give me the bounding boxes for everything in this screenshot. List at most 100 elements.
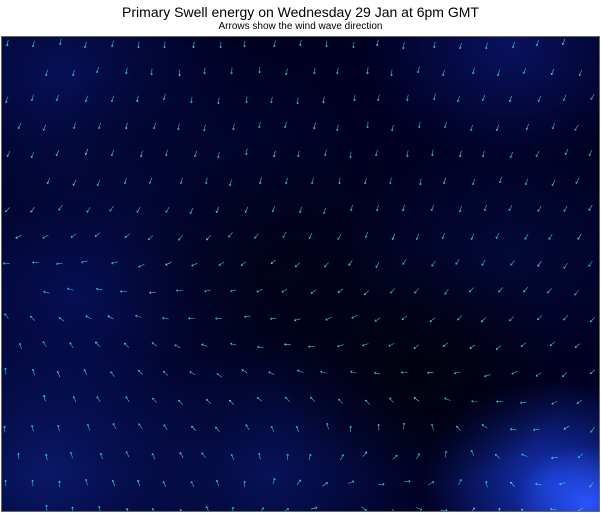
wind-wave-arrow: ↑ <box>561 422 573 432</box>
wind-wave-arrow: ↑ <box>494 67 502 79</box>
wind-wave-arrow: ↑ <box>238 258 250 269</box>
wind-wave-arrow: ↑ <box>548 505 560 512</box>
wind-wave-arrow: ↑ <box>441 285 452 297</box>
wind-wave-arrow: ↑ <box>507 479 519 491</box>
swell-map-container: Primary Swell energy on Wednesday 29 Jan… <box>0 0 601 513</box>
wind-wave-arrow: ↑ <box>121 230 133 241</box>
wind-wave-arrow: ↑ <box>160 315 172 322</box>
wind-wave-arrow: ↑ <box>199 341 211 350</box>
wind-wave-arrow: ↑ <box>468 231 477 243</box>
wind-wave-arrow: ↑ <box>401 478 412 484</box>
wind-wave-arrow: ↑ <box>56 202 67 214</box>
wind-wave-arrow: ↑ <box>186 315 198 322</box>
wind-wave-arrow: ↑ <box>106 202 117 214</box>
wind-wave-arrow: ↑ <box>242 313 254 320</box>
wind-wave-arrow: ↑ <box>147 174 156 186</box>
wind-wave-arrow: ↑ <box>571 340 583 351</box>
wind-wave-arrow: ↑ <box>562 146 572 158</box>
wind-wave-arrow: ↑ <box>479 91 488 103</box>
wind-wave-arrow: ↑ <box>452 368 464 376</box>
wind-wave-arrow: ↑ <box>373 258 383 270</box>
wind-wave-arrows-layer: ↑ ↑ ↑ ↑ ↑ ↑ ↑ ↑ ↑ ↑ ↑ ↑ ↑ ↑ ↑ ↑ ↑ ↑ ↑ ↑ ↑ ↑ ↑ ↑ ↑ ↑ ↑ ↑ ↑ ↑ ↑ ↑ ↑ ↑ ↑ ↑ ↑ ↑ ↑ ↑… <box>2 37 599 511</box>
wind-wave-arrow: ↑ <box>78 258 90 266</box>
wind-wave-arrow: ↑ <box>161 39 168 51</box>
wind-wave-arrow: ↑ <box>109 92 117 104</box>
wind-wave-arrow: ↑ <box>271 38 279 50</box>
wind-wave-arrow: ↑ <box>345 478 357 487</box>
wind-wave-arrow: ↑ <box>376 421 382 432</box>
wind-wave-arrow: ↑ <box>213 203 223 215</box>
wind-wave-arrow: ↑ <box>334 121 341 133</box>
wind-wave-arrow: ↑ <box>453 422 464 434</box>
wind-wave-arrow: ↑ <box>431 91 439 103</box>
wind-wave-arrow: ↑ <box>66 340 77 352</box>
wind-wave-arrow: ↑ <box>172 341 184 351</box>
wind-wave-arrow: ↑ <box>358 503 370 512</box>
wind-wave-arrow: ↑ <box>308 175 316 187</box>
wind-wave-arrow: ↑ <box>373 37 381 49</box>
wind-wave-arrow: ↑ <box>203 503 212 512</box>
wind-wave-arrow: ↑ <box>228 341 240 349</box>
wind-wave-arrow: ↑ <box>215 149 223 161</box>
wind-wave-arrow: ↑ <box>576 66 585 78</box>
wind-wave-arrow: ↑ <box>361 287 373 299</box>
wind-wave-arrow: ↑ <box>151 119 159 131</box>
wind-wave-arrow: ↑ <box>438 507 450 512</box>
wind-wave-arrow: ↑ <box>372 369 384 377</box>
wind-wave-arrow: ↑ <box>148 66 154 77</box>
wind-wave-arrow: ↑ <box>134 477 142 489</box>
wind-wave-arrow: ↑ <box>254 394 266 405</box>
wind-wave-arrow: ↑ <box>124 64 131 76</box>
wind-wave-arrow: ↑ <box>348 424 354 435</box>
wind-wave-arrow: ↑ <box>149 339 161 350</box>
wind-wave-arrow: ↑ <box>94 394 104 406</box>
wind-wave-arrow: ↑ <box>574 230 584 242</box>
wind-wave-arrow: ↑ <box>399 312 411 323</box>
wind-wave-arrow: ↑ <box>508 425 520 432</box>
map-subtitle: Arrows show the wind wave direction <box>0 21 601 32</box>
wind-wave-arrow: ↑ <box>243 94 250 106</box>
wind-wave-arrow: ↑ <box>560 312 571 324</box>
map-area: ↑ ↑ ↑ ↑ ↑ ↑ ↑ ↑ ↑ ↑ ↑ ↑ ↑ ↑ ↑ ↑ ↑ ↑ ↑ ↑ ↑ ↑ ↑ ↑ ↑ ↑ ↑ ↑ ↑ ↑ ↑ ↑ ↑ ↑ ↑ ↑ ↑ ↑ ↑ ↑… <box>1 36 600 512</box>
wind-wave-arrow: ↑ <box>311 65 318 77</box>
wind-wave-arrow: ↑ <box>389 451 401 462</box>
wind-wave-arrow: ↑ <box>533 148 543 160</box>
wind-wave-arrow: ↑ <box>496 506 503 512</box>
wind-wave-arrow: ↑ <box>27 313 39 325</box>
wind-wave-arrow: ↑ <box>227 176 235 188</box>
wind-wave-arrow: ↑ <box>399 256 410 268</box>
wind-wave-arrow: ↑ <box>216 258 228 269</box>
wind-wave-arrow: ↑ <box>522 231 532 243</box>
wind-wave-arrow: ↑ <box>548 453 560 461</box>
map-title: Primary Swell energy on Wednesday 29 Jan… <box>0 4 601 20</box>
wind-wave-arrow: ↑ <box>175 232 186 244</box>
wind-wave-arrow: ↑ <box>30 478 36 489</box>
wind-wave-arrow: ↑ <box>82 146 91 158</box>
wind-wave-arrow: ↑ <box>282 174 290 186</box>
wind-wave-arrow: ↑ <box>509 38 518 50</box>
wind-wave-arrow: ↑ <box>92 339 103 351</box>
wind-wave-arrow: ↑ <box>228 65 234 76</box>
wind-wave-arrow: ↑ <box>123 394 133 406</box>
wind-wave-arrow: ↑ <box>67 450 76 462</box>
wind-wave-arrow: ↑ <box>365 64 372 76</box>
wind-wave-arrow: ↑ <box>109 38 117 50</box>
wind-wave-arrow: ↑ <box>335 285 347 296</box>
wind-wave-arrow: ↑ <box>163 204 173 216</box>
wind-wave-arrow: ↑ <box>322 146 330 158</box>
wind-wave-arrow: ↑ <box>41 288 53 296</box>
wind-wave-arrow: ↑ <box>533 370 545 380</box>
wind-wave-arrow: ↑ <box>351 92 358 104</box>
wind-wave-arrow: ↑ <box>400 202 408 214</box>
wind-wave-arrow: ↑ <box>242 203 251 215</box>
wind-wave-arrow: ↑ <box>242 421 252 433</box>
wind-wave-arrow: ↑ <box>534 257 545 269</box>
wind-wave-arrow: ↑ <box>160 421 171 433</box>
wind-wave-arrow: ↑ <box>94 176 103 188</box>
wind-wave-arrow: ↑ <box>268 423 277 435</box>
wind-wave-arrow: ↑ <box>479 147 487 159</box>
wind-wave-arrow: ↑ <box>40 121 49 133</box>
wind-wave-arrow: ↑ <box>122 174 130 186</box>
wind-wave-arrow: ↑ <box>573 174 583 186</box>
wind-wave-arrow: ↑ <box>506 92 515 104</box>
